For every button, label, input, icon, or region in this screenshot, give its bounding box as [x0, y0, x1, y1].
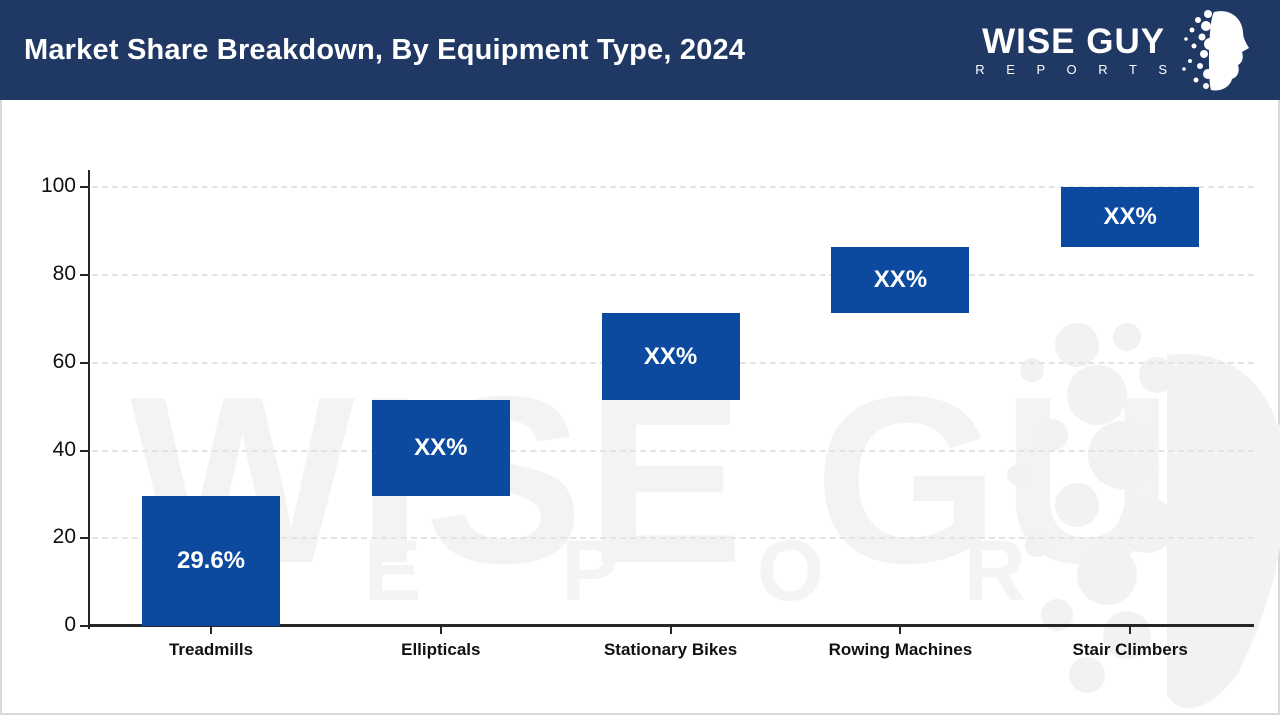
x-axis	[88, 624, 1254, 627]
y-tick	[80, 449, 88, 452]
y-tick-label: 100	[40, 174, 76, 198]
bar: XX%	[831, 247, 970, 314]
bar-value-label: XX%	[873, 266, 928, 294]
bar-value-label: XX%	[414, 434, 468, 462]
app-header: Market Share Breakdown, By Equipment Typ…	[0, 0, 1280, 100]
gridline	[92, 537, 1254, 540]
gridline	[92, 449, 1254, 452]
y-tick	[80, 537, 88, 540]
x-tick	[899, 626, 902, 634]
brand-face-icon	[1182, 10, 1249, 91]
x-category-label: Treadmills	[168, 640, 254, 659]
watermark-face-icon	[1007, 323, 1280, 708]
brand-wordmark: WISE GUY R E P O R T S	[971, 24, 1176, 76]
y-tick	[80, 186, 88, 189]
gridline	[92, 274, 1254, 277]
x-tick	[210, 626, 212, 634]
bar: XX%	[1061, 187, 1200, 248]
gridline	[92, 186, 1254, 189]
y-tick-label: 20	[52, 525, 76, 549]
x-category-label: Ellipticals	[401, 640, 481, 659]
y-tick	[80, 274, 88, 277]
y-tick-label: 60	[52, 349, 76, 373]
x-category-label: Stationary Bikes	[603, 640, 738, 659]
y-tick	[80, 625, 88, 627]
x-category-label: Rowing Machines	[828, 640, 973, 659]
page-title: Market Share Breakdown, By Equipment Typ…	[24, 33, 746, 66]
bar: XX%	[371, 400, 510, 497]
x-category-label: Stair Climbers	[1072, 640, 1188, 659]
y-tick-label: 80	[52, 262, 76, 286]
brand-name: WISE GUY	[982, 22, 1166, 61]
y-tick-label: 0	[64, 613, 76, 636]
x-tick	[669, 626, 672, 634]
y-axis	[88, 170, 90, 629]
bar-value-label: XX%	[643, 342, 698, 370]
bar: XX%	[601, 313, 740, 401]
x-tick	[439, 626, 442, 634]
y-tick	[80, 361, 88, 364]
x-tick	[1129, 626, 1132, 634]
brand-logo: WISE GUY R E P O R T S	[971, 6, 1252, 94]
brand-subtitle: R E P O R T S	[975, 62, 1176, 77]
bar: 29.6%	[142, 496, 280, 626]
bar-value-label: 29.6%	[176, 547, 246, 575]
bar-value-label: XX%	[1103, 203, 1157, 231]
y-tick-label: 40	[52, 437, 76, 461]
